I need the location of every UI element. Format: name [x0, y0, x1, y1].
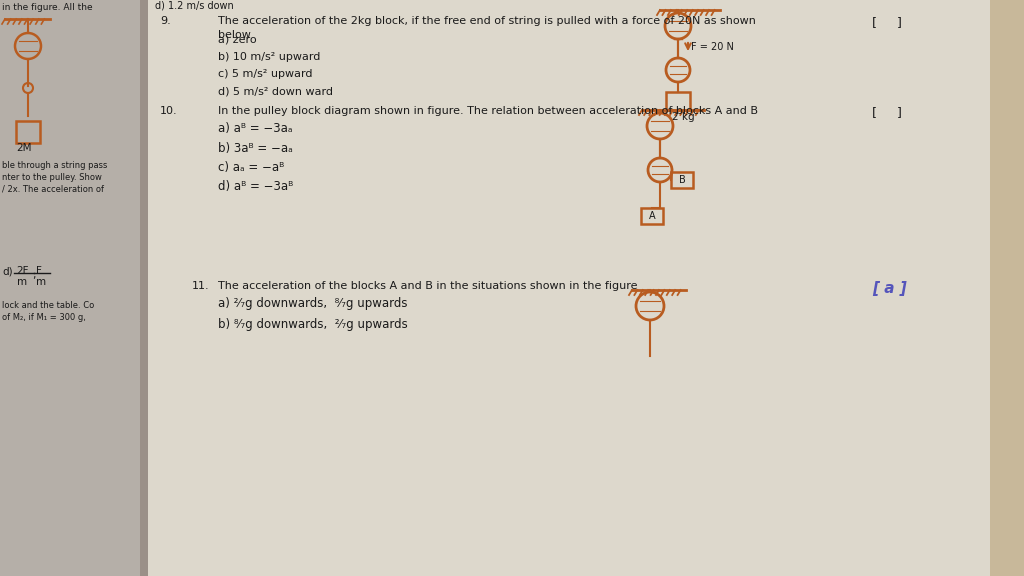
Text: lock and the table. Co: lock and the table. Co [2, 301, 94, 310]
Text: b) 3aᴮ = −aₐ: b) 3aᴮ = −aₐ [218, 142, 293, 155]
Text: [ a ]: [ a ] [872, 281, 906, 296]
Text: 10.: 10. [160, 106, 177, 116]
Text: c) 5 m/s² upward: c) 5 m/s² upward [218, 69, 312, 79]
Bar [148, 0, 1024, 576]
Bar [666, 92, 690, 110]
Text: / 2x. The acceleration of: / 2x. The acceleration of [2, 185, 104, 194]
Text: The acceleration of the 2kg block, if the free end of string is pulled with a fo: The acceleration of the 2kg block, if th… [218, 16, 756, 26]
Text: ,: , [32, 270, 36, 280]
Text: m: m [17, 277, 27, 287]
Text: below: below [218, 30, 251, 40]
Text: a) ²⁄₇g downwards,  ⁸⁄₇g upwards: a) ²⁄₇g downwards, ⁸⁄₇g upwards [218, 297, 408, 310]
Text: The acceleration of the blocks A and B in the situations shown in the figure: The acceleration of the blocks A and B i… [218, 281, 638, 291]
Bar [641, 208, 663, 224]
Text: F = 20 N: F = 20 N [691, 42, 734, 52]
Text: m: m [36, 277, 46, 287]
Text: In the pulley block diagram shown in figure. The relation between acceleration o: In the pulley block diagram shown in fig… [218, 106, 758, 116]
Text: a) aᴮ = −3aₐ: a) aᴮ = −3aₐ [218, 122, 293, 135]
Text: 2 kg: 2 kg [672, 112, 694, 122]
Text: a) zero: a) zero [218, 34, 257, 44]
Text: ble through a string pass: ble through a string pass [2, 161, 108, 170]
Text: c) aₐ = −aᴮ: c) aₐ = −aᴮ [218, 161, 285, 174]
Bar [990, 0, 1024, 576]
Text: in the figure. All the: in the figure. All the [2, 3, 92, 12]
Text: F: F [36, 266, 42, 276]
Text: d): d) [2, 266, 12, 276]
Bar [671, 172, 693, 188]
Bar [16, 121, 40, 143]
Text: nter to the pulley. Show: nter to the pulley. Show [2, 173, 101, 182]
Text: d) aᴮ = −3aᴮ: d) aᴮ = −3aᴮ [218, 180, 293, 193]
Text: b) 10 m/s² upward: b) 10 m/s² upward [218, 52, 321, 62]
Text: A: A [648, 211, 655, 221]
Text: [     ]: [ ] [872, 16, 902, 29]
Text: 9.: 9. [160, 16, 171, 26]
Text: 2M: 2M [16, 143, 32, 153]
Text: 11.: 11. [193, 281, 210, 291]
Bar [140, 0, 148, 576]
Text: B: B [679, 175, 685, 185]
Text: [     ]: [ ] [872, 106, 902, 119]
Text: 2F: 2F [16, 266, 29, 276]
Text: of M₂, if M₁ = 300 g,: of M₂, if M₁ = 300 g, [2, 313, 86, 322]
Bar [0, 0, 148, 576]
Text: b) ⁸⁄₇g downwards,  ²⁄₇g upwards: b) ⁸⁄₇g downwards, ²⁄₇g upwards [218, 318, 408, 331]
Text: d) 5 m/s² down ward: d) 5 m/s² down ward [218, 86, 333, 96]
Text: d) 1.2 m/s down: d) 1.2 m/s down [155, 0, 233, 10]
